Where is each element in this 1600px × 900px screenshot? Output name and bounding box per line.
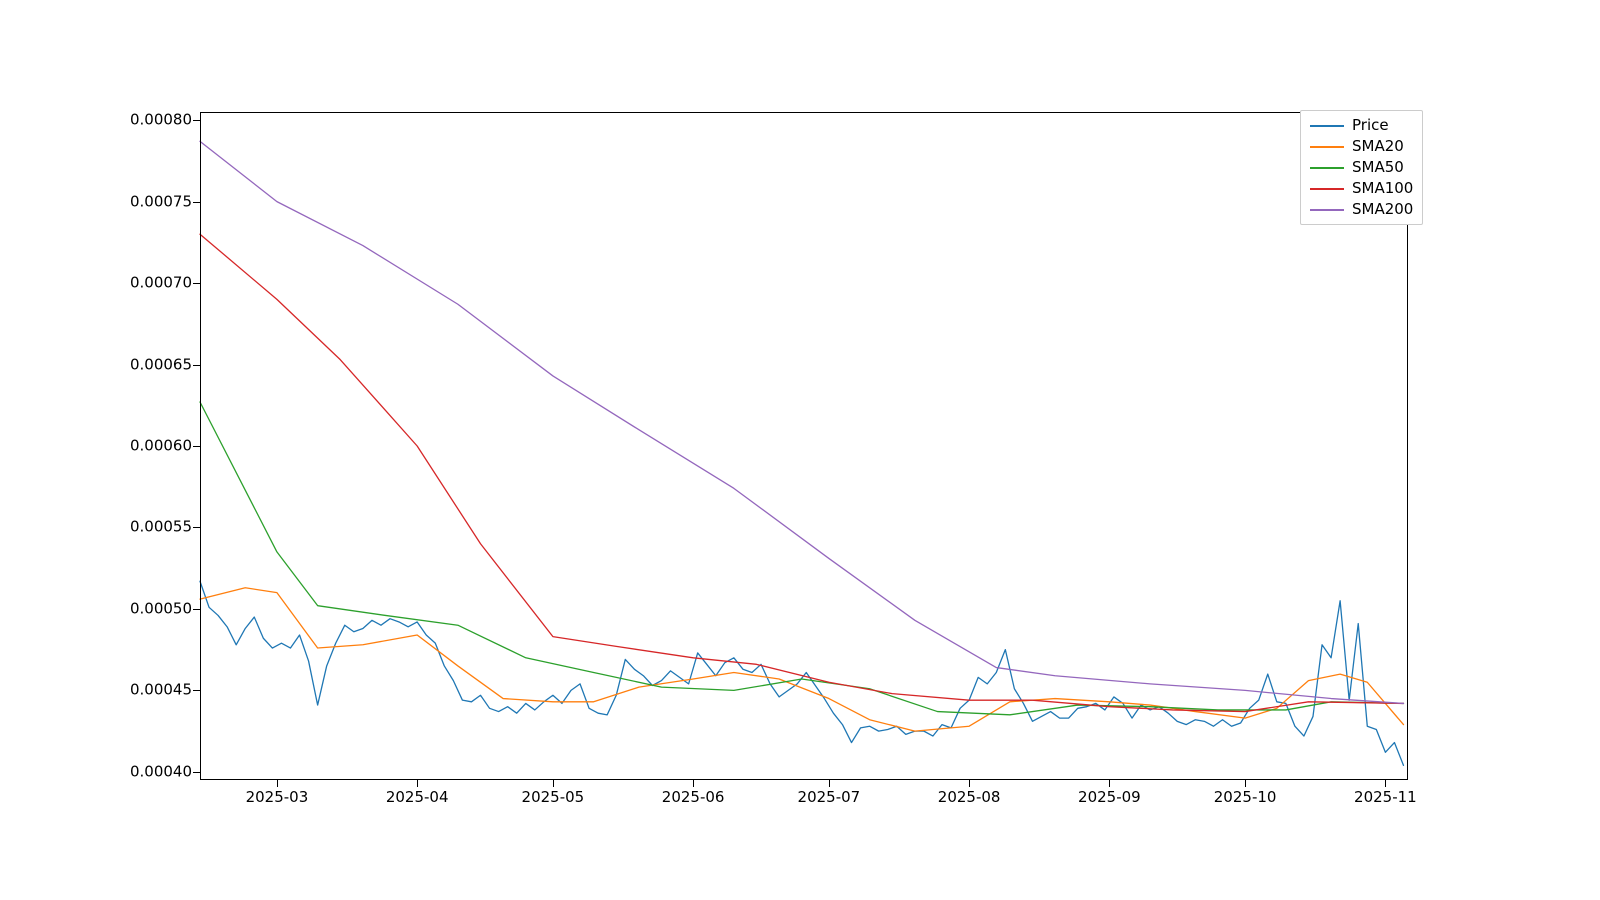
y-axis-tick-label: 0.00055: [129, 517, 192, 536]
x-axis-tick-label: 2025-03: [245, 788, 309, 806]
x-axis-tick-mark: [552, 780, 554, 787]
series-line-sma100: [199, 233, 1405, 713]
legend-label: Price: [1352, 116, 1389, 134]
legend-swatch-sma200: [1310, 208, 1344, 211]
x-axis-tick-label: 2025-11: [1354, 788, 1417, 806]
chart-legend[interactable]: Price SMA20 SMA50 SMA100 SMA200: [1300, 110, 1424, 225]
y-axis-tick-label: 0.00040: [129, 762, 192, 781]
x-axis-tick-mark: [1245, 780, 1247, 787]
legend-swatch-sma50: [1310, 166, 1344, 169]
x-axis-tick-mark: [1109, 780, 1111, 787]
y-axis-tick-label: 0.00075: [129, 192, 192, 211]
y-axis-tick-mark: [193, 201, 200, 203]
y-axis-tick-mark: [193, 446, 200, 447]
x-axis-tick-label: 2025-07: [797, 788, 861, 806]
legend-swatch-sma100: [1310, 187, 1344, 190]
x-axis-tick-mark: [417, 780, 419, 787]
x-axis-tick-mark: [276, 780, 278, 787]
y-axis-tick-mark: [193, 771, 200, 773]
series-line-sma200: [199, 140, 1405, 705]
legend-swatch-sma20: [1310, 145, 1344, 148]
y-axis-tick-label: 0.00080: [129, 110, 192, 129]
legend-label: SMA200: [1352, 200, 1414, 218]
x-axis-tick-label: 2025-09: [1078, 788, 1141, 806]
legend-entry-sma200[interactable]: SMA200: [1310, 202, 1413, 217]
legend-label: SMA20: [1352, 137, 1404, 155]
y-axis-tick-mark: [193, 527, 200, 529]
chart-axes: [199, 112, 1408, 780]
x-axis-tick-label: 2025-06: [661, 788, 725, 806]
x-axis-tick-label: 2025-05: [521, 788, 585, 806]
series-line-price: [199, 580, 1405, 766]
legend-label: SMA100: [1352, 179, 1414, 197]
x-axis-tick-mark: [828, 780, 830, 787]
legend-label: SMA50: [1352, 158, 1404, 176]
y-axis-tick-label: 0.00070: [129, 273, 192, 292]
y-axis-tick-label: 0.00045: [129, 680, 192, 699]
y-axis-tick-label: 0.00060: [129, 436, 192, 455]
y-axis-tick-label: 0.00050: [129, 599, 192, 618]
y-axis-tick-mark: [193, 364, 200, 366]
series-line-sma20: [199, 587, 1405, 732]
y-axis-tick-mark: [193, 608, 200, 610]
y-axis-tick-mark: [193, 120, 200, 122]
y-axis-tick-mark: [193, 283, 200, 285]
x-axis-tick-label: 2025-10: [1213, 788, 1277, 806]
x-axis-tick-mark: [693, 780, 695, 787]
legend-entry-sma100[interactable]: SMA100: [1310, 181, 1413, 196]
legend-swatch-price: [1310, 124, 1344, 127]
legend-entry-sma20[interactable]: SMA20: [1310, 139, 1413, 154]
y-axis-tick-mark: [193, 690, 200, 692]
legend-entry-sma50[interactable]: SMA50: [1310, 160, 1413, 175]
x-axis-tick-mark: [969, 780, 971, 787]
x-axis-tick-mark: [1385, 780, 1387, 787]
y-axis-tick-label: 0.00065: [129, 355, 192, 374]
legend-entry-price[interactable]: Price: [1310, 118, 1413, 133]
plot-area: [199, 140, 1405, 766]
x-axis-tick-label: 2025-08: [937, 788, 1001, 806]
series-line-sma50: [199, 401, 1405, 716]
x-axis-tick-label: 2025-04: [385, 788, 449, 806]
